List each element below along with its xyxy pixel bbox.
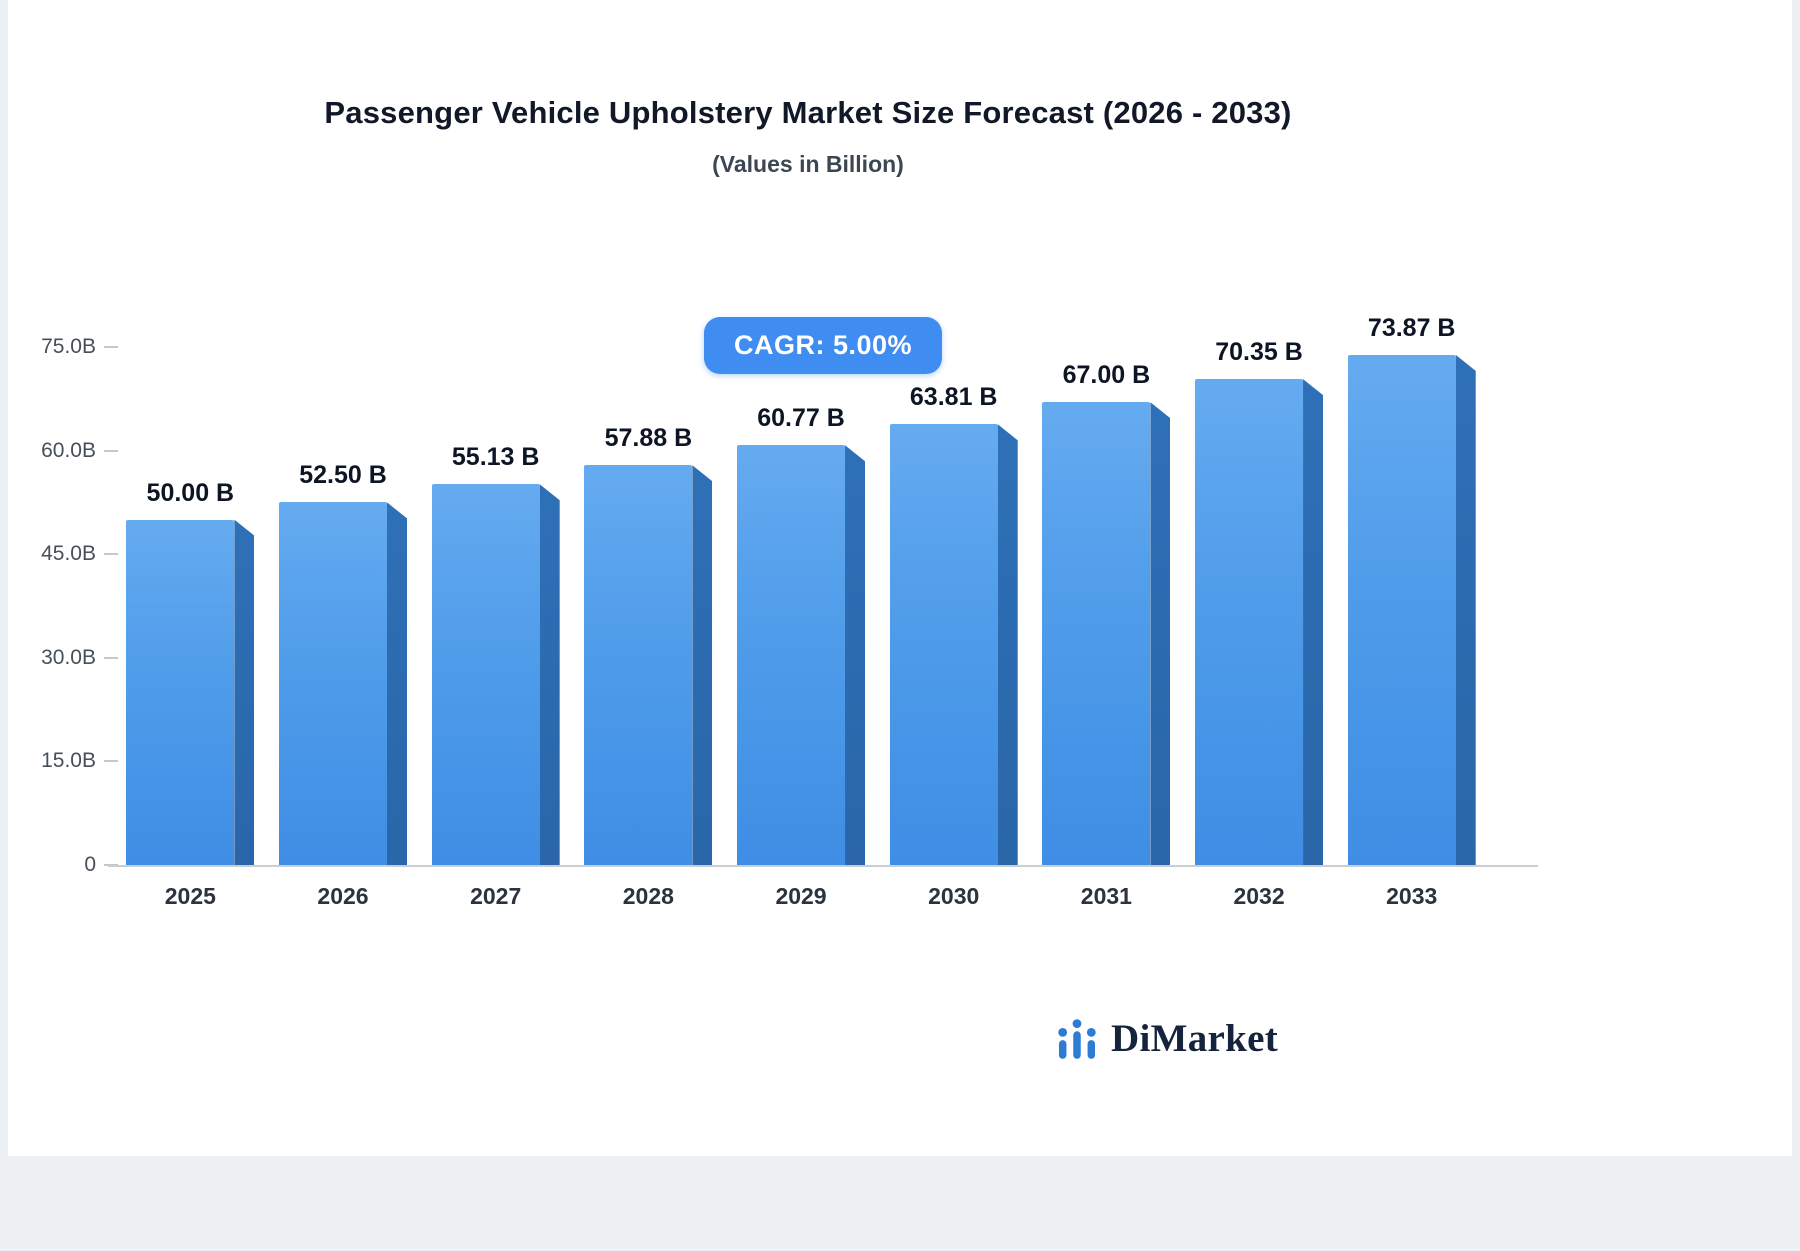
bar-side [540,484,560,865]
bar-2028: 57.88 B [584,465,712,865]
y-tick-label: 75.0B [41,335,96,359]
bar-slot: 50.00 B [114,347,267,865]
bar-value-label: 73.87 B [1368,314,1456,343]
bar-value-label: 67.00 B [1063,361,1151,390]
x-tick-label-2027: 2027 [419,883,572,910]
bar-2032: 70.35 B [1195,379,1323,865]
bar-face [584,465,692,865]
cagr-badge: CAGR: 5.00% [704,317,942,374]
bar-side [234,520,254,865]
bar-value-label: 63.81 B [910,383,998,412]
y-tick-label: 30.0B [41,646,96,670]
bar-face [890,424,998,865]
y-tick-label: 45.0B [41,542,96,566]
bar-2026: 52.50 B [279,502,407,865]
bar-slot: 55.13 B [419,347,572,865]
bar-side [1456,355,1476,865]
bar-slot: 57.88 B [572,347,725,865]
bar-face [126,520,234,865]
bar-face [1195,379,1303,865]
bar-2025: 50.00 B [126,520,254,865]
bar-slot: 60.77 B [725,347,878,865]
bar-value-label: 60.77 B [757,404,845,433]
bar-2029: 60.77 B [737,445,865,865]
dimarket-icon [1054,1017,1100,1061]
page-title: Passenger Vehicle Upholstery Market Size… [8,95,1608,131]
chart-content: Passenger Vehicle Upholstery Market Size… [8,95,1608,1251]
x-tick-label-2032: 2032 [1183,883,1336,910]
bar-chart: 0 15.0B 30.0B 45.0B 60.0B 75.0B CAGR: 5.00% 5… [8,315,1608,955]
chart-card: Passenger Vehicle Upholstery Market Size… [8,0,1792,1156]
bar-value-label: 70.35 B [1215,338,1303,367]
y-tick-label: 0 [84,853,96,877]
bar-side [1150,402,1170,865]
bar-value-label: 52.50 B [299,461,387,490]
bar-2030: 63.81 B [890,424,1018,865]
y-tick-label: 60.0B [41,439,96,463]
bar-2031: 67.00 B [1042,402,1170,865]
bar-value-label: 57.88 B [605,424,693,453]
bar-slot: 52.50 B [267,347,420,865]
bar-face [1042,402,1150,865]
x-tick-label-2025: 2025 [114,883,267,910]
bar-value-label: 50.00 B [147,479,235,508]
bar-2033: 73.87 B [1348,355,1476,865]
bar-2027: 55.13 B [432,484,560,865]
bar-slot: 73.87 B [1335,347,1488,865]
bar-face [279,502,387,865]
bar-slot: 63.81 B [877,347,1030,865]
bar-face [1348,355,1456,865]
bar-side [1303,379,1323,865]
y-tick-label: 15.0B [41,749,96,773]
bar-side [387,502,407,865]
brand-name: DiMarket [1111,1016,1278,1061]
chart-subtitle: (Values in Billion) [8,151,1608,178]
bar-side [998,424,1018,865]
bar-slot: 70.35 B [1183,347,1336,865]
bar-face [432,484,540,865]
x-tick-label-2026: 2026 [267,883,420,910]
brand-logo: DiMarket [1054,1016,1278,1061]
x-tick-label-2030: 2030 [877,883,1030,910]
cagr-badge-label: CAGR: 5.00% [734,330,912,360]
bar-face [737,445,845,865]
x-tick-label-2029: 2029 [725,883,878,910]
bar-value-label: 55.13 B [452,443,540,472]
x-tick-label-2033: 2033 [1335,883,1488,910]
bar-side [845,445,865,865]
bar-side [692,465,712,865]
bar-slot: 67.00 B [1030,347,1183,865]
x-tick-label-2028: 2028 [572,883,725,910]
x-tick-label-2031: 2031 [1030,883,1183,910]
